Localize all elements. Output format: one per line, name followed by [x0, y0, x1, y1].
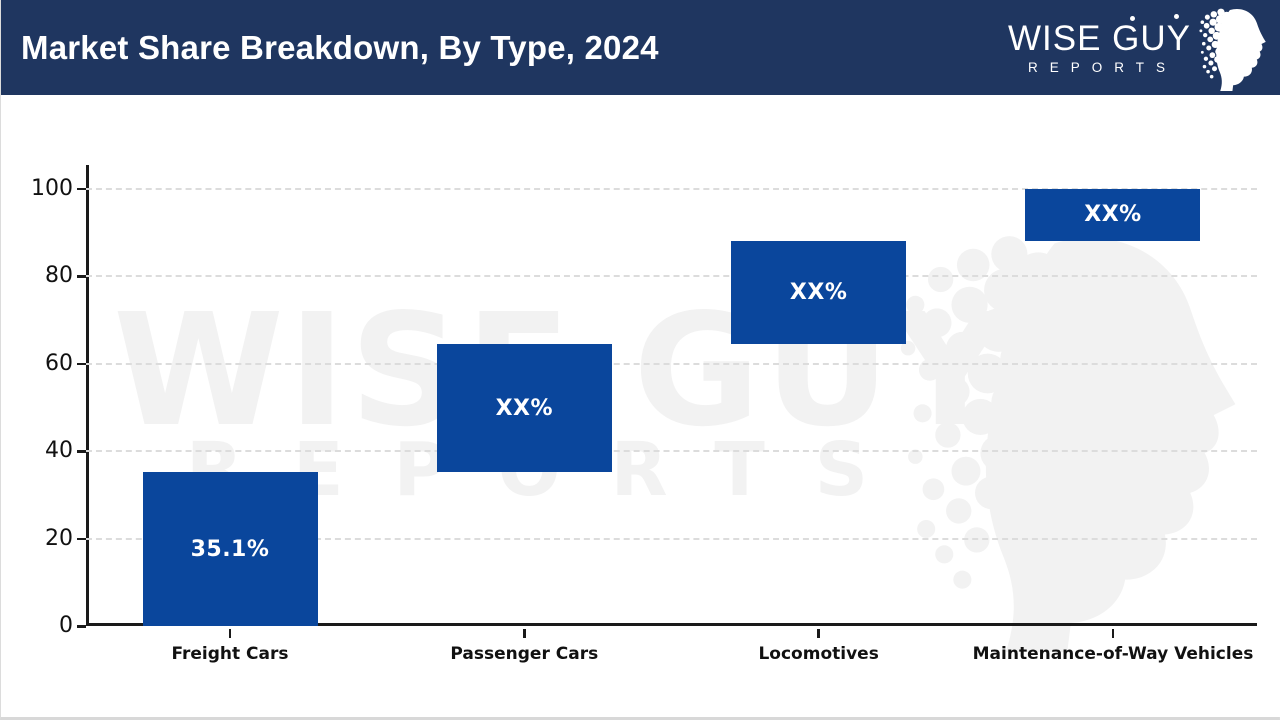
logo-subtext: REPORTS	[1027, 59, 1177, 75]
y-axis-tick-label: 40	[45, 438, 73, 463]
logo-accent-dot	[1130, 15, 1135, 21]
bar-segment: 35.1%	[142, 472, 318, 626]
bar-segment: XX%	[731, 241, 907, 344]
gridline	[86, 275, 1257, 277]
x-axis-category-label: Passenger Cars	[450, 644, 599, 664]
y-axis-tick-label: 0	[59, 613, 73, 638]
y-axis-tick-mark	[77, 362, 86, 365]
gridline	[86, 362, 1257, 365]
gridline	[86, 187, 1257, 190]
bar-value-label: XX%	[495, 395, 554, 421]
logo-accent-dot	[1174, 13, 1179, 19]
plot-axes	[86, 165, 1257, 626]
y-axis-tick-label: 20	[45, 525, 73, 551]
bar-value-label: 35.1%	[190, 536, 270, 562]
y-axis-tick-label: 60	[45, 350, 73, 376]
chart-area: WISE GUY REPORTS 02040608010035.1%Freigh…	[1, 95, 1280, 717]
page-title: Market Share Breakdown, By Type, 2024	[21, 28, 659, 66]
gridline	[86, 537, 1257, 540]
bar-segment: XX%	[436, 343, 612, 473]
y-axis-tick-mark	[77, 625, 86, 628]
gridline	[86, 450, 1257, 452]
wise-guy-head-icon	[1199, 8, 1266, 91]
y-axis-tick-mark	[77, 450, 86, 453]
x-axis-tick-mark	[228, 629, 232, 638]
bar-value-label: XX%	[1084, 202, 1142, 228]
x-axis-tick-mark	[817, 629, 820, 638]
bar-segment: XX%	[1025, 188, 1201, 242]
y-axis-tick-mark	[77, 187, 86, 190]
y-axis-tick-mark	[77, 537, 86, 540]
y-axis-tick-label: 100	[31, 175, 73, 201]
logo-wordmark-block: WISE GUY REPORTS	[1007, 13, 1191, 75]
x-axis-tick-mark	[1111, 629, 1115, 638]
y-axis-tick-mark	[77, 275, 86, 278]
x-axis-category-label: Locomotives	[758, 644, 879, 664]
logo-wordmark: WISE GUY	[1007, 18, 1191, 58]
x-axis-category-label: Maintenance-of-Way Vehicles	[972, 644, 1254, 664]
header-bar: Market Share Breakdown, By Type, 2024 WI…	[1, 0, 1280, 95]
brand-logo: WISE GUY REPORTS	[1008, 5, 1267, 91]
x-axis-tick-mark	[523, 629, 526, 638]
bar-value-label: XX%	[789, 280, 848, 306]
x-axis-category-label: Freight Cars	[171, 644, 289, 664]
y-axis-tick-label: 80	[45, 263, 73, 288]
